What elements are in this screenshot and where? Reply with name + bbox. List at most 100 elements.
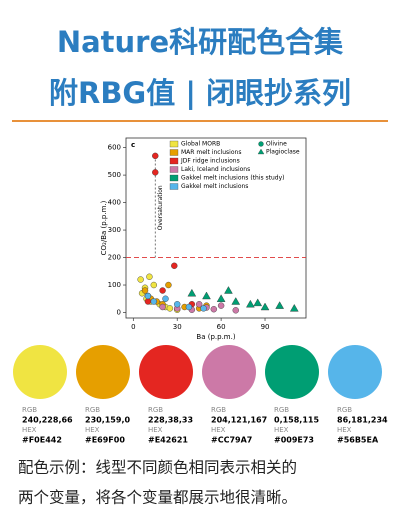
point: [231, 297, 241, 305]
hex-value: #E42621: [148, 436, 188, 445]
hex-label: HEX: [211, 426, 226, 434]
x-axis-label: Ba (p.p.m.): [196, 333, 235, 341]
point: [202, 291, 211, 300]
point: [185, 303, 193, 311]
point: [260, 302, 270, 311]
rgb-label: RGB: [337, 406, 352, 414]
point: [200, 305, 207, 312]
rgb-value: 0,158,115: [274, 416, 319, 425]
point: [275, 301, 285, 309]
hex-value: #CC79A7: [211, 436, 252, 445]
legend-label: JDF ridge inclusions: [180, 158, 240, 165]
hex-value: #F0E442: [22, 436, 62, 445]
y-tick-label: 300: [108, 226, 121, 234]
y-tick-label: 0: [117, 309, 121, 317]
point: [253, 298, 263, 307]
subtitle: 附RBG值 | 闭眼抄系列: [49, 76, 351, 110]
rgb-label: RGB: [148, 406, 163, 414]
point: [162, 295, 169, 302]
y-tick-label: 200: [108, 254, 121, 262]
point: [232, 307, 239, 314]
legend-swatch: [169, 149, 179, 156]
rgb-label: RGB: [211, 406, 226, 414]
legend-label: MAR melt inclusions: [181, 149, 241, 156]
point: [187, 288, 197, 297]
point: [159, 303, 166, 311]
point: [246, 299, 255, 308]
caption-line: 两个变量，将各个变量都展示地很清晰。: [18, 489, 297, 507]
y-axis-label: CO₂/Ba (p.p.m.): [100, 200, 108, 255]
point: [152, 169, 159, 176]
point: [171, 262, 178, 269]
hex-label: HEX: [148, 426, 163, 434]
plot-frame: [125, 137, 307, 319]
point: [150, 298, 158, 305]
y-tick-label: 100: [108, 281, 121, 289]
swatch-circle: [202, 345, 256, 399]
rgb-label: RGB: [22, 406, 37, 414]
point: [152, 152, 159, 160]
hex-value: #009E73: [274, 436, 314, 445]
point: [289, 303, 299, 312]
legend-marker: [257, 148, 265, 155]
swatch-circle: [265, 345, 319, 399]
rgb-value: 86,181,234: [337, 416, 388, 425]
point: [141, 287, 149, 294]
legend-label: Olivine: [266, 141, 287, 148]
swatch-circle: [328, 345, 382, 399]
point: [174, 301, 181, 308]
legend-swatch: [169, 166, 179, 173]
swatch-circle: [139, 345, 193, 399]
hex-value: #56B5EA: [337, 436, 379, 445]
annotation: Oversaturation: [157, 185, 164, 230]
legend-label: Global MORB: [181, 141, 220, 148]
rgb-value: 230,159,0: [85, 416, 130, 425]
x-tick-label: 60: [217, 323, 226, 331]
legend-marker: [258, 141, 264, 147]
point: [224, 286, 233, 294]
legend-label: Plagioclase: [266, 149, 300, 156]
panel-label: c: [131, 141, 135, 149]
swatch-circle: [76, 345, 130, 399]
y-tick-label: 500: [108, 171, 121, 179]
y-tick-label: 400: [108, 199, 121, 207]
point: [144, 292, 152, 300]
hex-label: HEX: [85, 426, 100, 434]
rgb-label: RGB: [85, 406, 100, 414]
point: [159, 287, 166, 294]
title: Nature科研配色合集: [57, 25, 344, 59]
legend-label: Laki, Iceland inclusions: [181, 166, 250, 173]
y-tick-label: 600: [108, 144, 121, 152]
legend-swatch: [169, 183, 179, 190]
x-tick-label: 0: [131, 323, 135, 331]
point: [216, 294, 226, 302]
x-tick-label: 90: [261, 323, 270, 331]
point: [150, 281, 158, 289]
legend-swatch: [169, 174, 179, 182]
point: [195, 301, 203, 308]
hex-value: #E69F00: [85, 436, 125, 445]
point: [146, 273, 153, 280]
caption-line: 配色示例：线型不同颜色相同表示相关的: [18, 459, 297, 477]
point: [210, 306, 218, 313]
divider: [12, 120, 388, 122]
rgb-label: RGB: [274, 406, 289, 414]
rgb-value: 228,38,33: [148, 416, 193, 425]
legend-label: Gakkel melt inclusions (this study): [181, 175, 285, 182]
rgb-value: 240,228,66: [22, 416, 73, 425]
x-tick-label: 30: [173, 323, 182, 331]
legend-label: Gakkel melt inclusions: [181, 183, 248, 190]
rgb-value: 204,121,167: [211, 416, 267, 425]
hex-label: HEX: [274, 426, 289, 434]
legend-swatch: [169, 157, 179, 165]
point: [217, 302, 225, 309]
legend-swatch: [169, 140, 179, 148]
point: [166, 305, 174, 312]
point: [165, 281, 172, 289]
hex-label: HEX: [337, 426, 352, 434]
point: [137, 276, 144, 283]
point: [144, 298, 152, 305]
swatch-circle: [13, 345, 67, 399]
